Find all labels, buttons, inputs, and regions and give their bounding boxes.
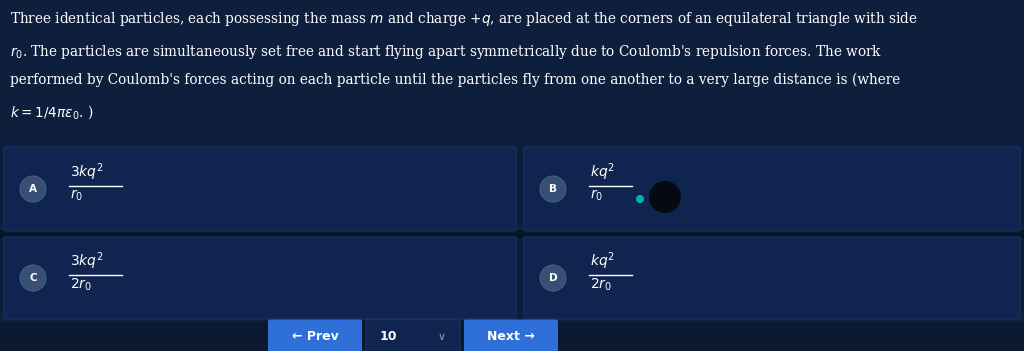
Text: $r_0$. The particles are simultaneously set free and start flying apart symmetri: $r_0$. The particles are simultaneously … xyxy=(10,43,883,61)
FancyBboxPatch shape xyxy=(4,237,516,319)
Text: B: B xyxy=(549,184,557,194)
Text: $kq^2$: $kq^2$ xyxy=(590,250,614,272)
FancyBboxPatch shape xyxy=(268,319,362,351)
Text: $2r_0$: $2r_0$ xyxy=(70,277,92,293)
FancyBboxPatch shape xyxy=(524,147,1020,231)
Text: performed by Coulomb's forces acting on each particle until the particles fly fr: performed by Coulomb's forces acting on … xyxy=(10,73,900,87)
Text: 10: 10 xyxy=(379,330,396,343)
Text: ← Prev: ← Prev xyxy=(292,330,338,343)
FancyBboxPatch shape xyxy=(4,147,516,231)
Text: $3kq^2$: $3kq^2$ xyxy=(70,250,103,272)
FancyBboxPatch shape xyxy=(464,319,558,351)
Text: $kq^2$: $kq^2$ xyxy=(590,161,614,183)
Circle shape xyxy=(636,195,644,203)
Text: D: D xyxy=(549,273,557,283)
Text: C: C xyxy=(30,273,37,283)
Circle shape xyxy=(540,265,566,291)
FancyBboxPatch shape xyxy=(0,322,1024,351)
Text: A: A xyxy=(29,184,37,194)
FancyBboxPatch shape xyxy=(0,230,1024,238)
Text: $r_0$: $r_0$ xyxy=(70,188,83,203)
Text: $2r_0$: $2r_0$ xyxy=(590,277,612,293)
Text: Three identical particles, each possessing the mass $m$ and charge $+q$, are pla: Three identical particles, each possessi… xyxy=(10,10,918,28)
FancyBboxPatch shape xyxy=(524,237,1020,319)
Circle shape xyxy=(20,265,46,291)
Text: Next →: Next → xyxy=(487,330,535,343)
FancyBboxPatch shape xyxy=(366,319,460,351)
Text: $k = 1/4\pi\varepsilon_0$. ): $k = 1/4\pi\varepsilon_0$. ) xyxy=(10,103,93,121)
Text: ∨: ∨ xyxy=(438,331,446,342)
Text: $3kq^2$: $3kq^2$ xyxy=(70,161,103,183)
Circle shape xyxy=(540,176,566,202)
Text: $r_0$: $r_0$ xyxy=(590,188,603,203)
Circle shape xyxy=(649,181,681,213)
Circle shape xyxy=(20,176,46,202)
